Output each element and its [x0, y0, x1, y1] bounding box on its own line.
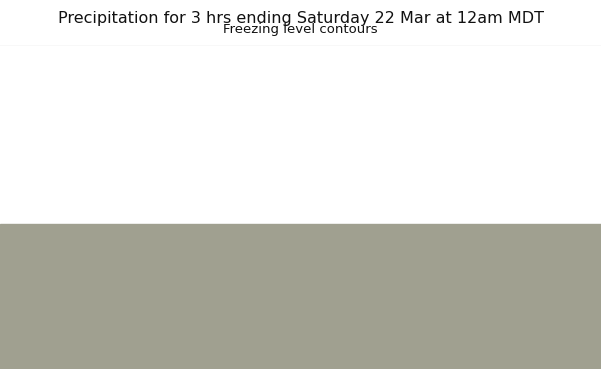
- Text: Precipitation for 3 hrs ending Saturday 22 Mar at 12am MDT: Precipitation for 3 hrs ending Saturday …: [58, 11, 543, 27]
- Bar: [0, 224, 601, 369]
- Text: Freezing level contours: Freezing level contours: [223, 23, 378, 36]
